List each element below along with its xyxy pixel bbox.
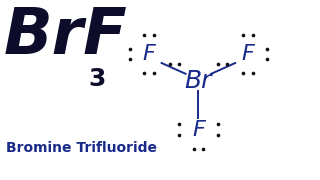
Point — [177, 134, 182, 136]
Text: F: F — [142, 44, 155, 64]
Point — [191, 147, 196, 150]
Point — [141, 71, 147, 74]
Point — [177, 62, 182, 65]
Point — [215, 62, 220, 65]
Point — [265, 58, 270, 61]
Point — [265, 47, 270, 50]
Point — [127, 47, 132, 50]
Point — [250, 71, 255, 74]
Point — [141, 34, 147, 37]
Text: Br: Br — [185, 69, 212, 93]
Point — [201, 147, 206, 150]
Point — [241, 34, 246, 37]
Text: BrF: BrF — [3, 5, 127, 67]
Point — [250, 34, 255, 37]
Point — [215, 134, 220, 136]
Point — [167, 62, 172, 65]
Point — [225, 62, 230, 65]
Text: Bromine Trifluoride: Bromine Trifluoride — [6, 141, 157, 155]
Point — [151, 71, 156, 74]
Point — [215, 123, 220, 126]
Text: F: F — [192, 120, 205, 140]
Text: F: F — [242, 44, 254, 64]
Point — [151, 34, 156, 37]
Text: 3: 3 — [88, 67, 105, 91]
Point — [127, 58, 132, 61]
Point — [177, 123, 182, 126]
Point — [241, 71, 246, 74]
